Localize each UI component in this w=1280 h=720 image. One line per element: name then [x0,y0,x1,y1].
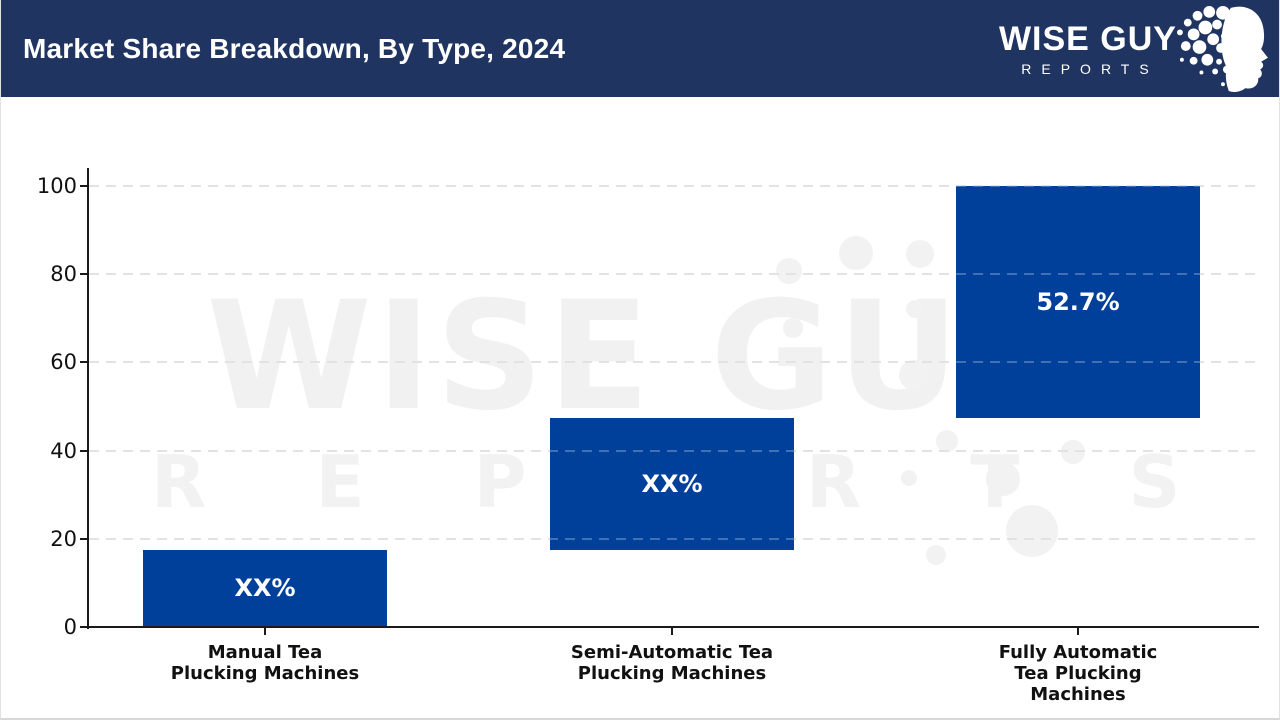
y-axis-line [87,168,89,629]
y-tick-label: 60 [50,350,77,375]
category-label-line: Tea Plucking [1014,663,1142,684]
y-tick-label: 100 [36,174,77,198]
bar-segment [143,549,387,627]
y-tick-mark [80,449,87,452]
brand-logo-text: WISE GUY REPORTS [999,22,1177,76]
category-label: Manual Tea Plucking Machines [115,642,415,684]
y-tick-label: 20 [50,526,77,551]
page-title: Market Share Breakdown, By Type, 2024 [23,32,566,64]
gridline-overlay [89,449,1259,452]
y-tick-label: 80 [50,262,77,287]
y-tick-mark [80,626,87,628]
bar-segment [550,418,794,550]
x-tick-mark [1077,628,1079,635]
x-axis-line [87,626,1259,628]
header-banner: Market Share Breakdown, By Type, 2024 WI… [1,0,1279,97]
y-tick-label: 0 [63,615,77,639]
y-tick-mark [80,361,87,364]
category-label: Semi-Automatic Tea Plucking Machines [522,642,822,684]
category-label-line: Plucking Machines [577,663,767,684]
gridline-overlay [89,361,1259,364]
category-label: Fully Automatic Tea Plucking Machines [928,642,1228,705]
gridline-overlay [89,273,1259,276]
category-label-line: Machines [1030,684,1126,705]
brand-name: WISE GUY [998,19,1177,58]
category-label-line: Fully Automatic [998,642,1158,663]
gridline [89,361,1259,364]
gridline-overlay [89,537,1259,540]
x-tick-mark [671,628,673,635]
gridline [89,273,1259,276]
watermark-brand-text: WISE GUY [206,270,1076,444]
category-label-line: Semi-Automatic Tea [570,642,774,663]
gridline [89,185,1259,187]
y-tick-mark [80,273,87,276]
bar-value-label: XX% [234,574,296,603]
y-tick-mark [80,537,87,540]
y-tick-label: 40 [50,438,77,463]
bar-value-label: XX% [641,470,703,499]
bar-value-label: 52.7% [1036,288,1120,317]
x-tick-mark [264,628,266,635]
brand-logo: WISE GUY REPORTS [999,5,1271,93]
bar-segment [956,186,1200,419]
gridline-overlay [89,185,1259,187]
category-label-line: Manual Tea [207,642,323,663]
brand-subtitle: REPORTS [1021,60,1159,77]
face-profile-icon [1177,5,1268,92]
category-label-line: Plucking Machines [170,663,360,684]
y-tick-mark [80,185,87,187]
